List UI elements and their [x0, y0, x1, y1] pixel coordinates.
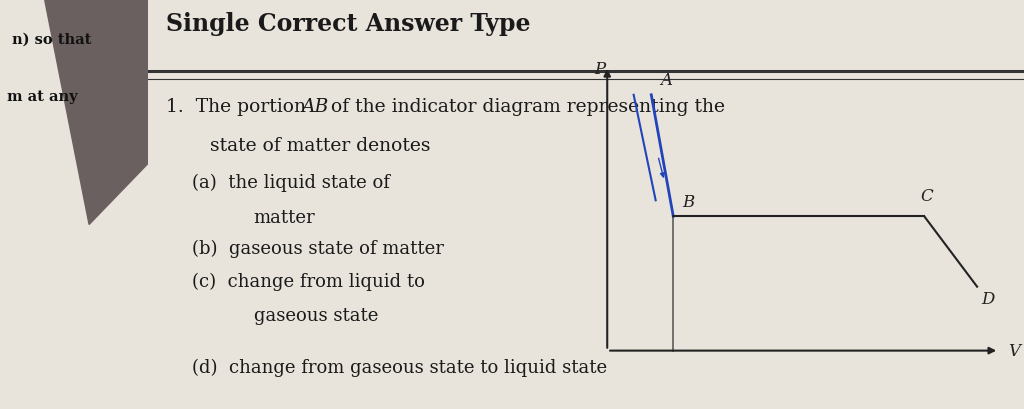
Text: Single Correct Answer Type: Single Correct Answer Type: [166, 12, 530, 36]
Text: (a)  the liquid state of: (a) the liquid state of: [193, 174, 390, 192]
Text: gaseous state: gaseous state: [254, 307, 378, 325]
Polygon shape: [45, 0, 148, 225]
Text: n) so that: n) so that: [12, 33, 91, 47]
Text: (b)  gaseous state of matter: (b) gaseous state of matter: [193, 239, 444, 258]
Text: AB: AB: [302, 98, 329, 116]
Text: (c)  change from liquid to: (c) change from liquid to: [193, 272, 425, 290]
Text: m at any: m at any: [7, 90, 78, 104]
Text: state of matter denotes: state of matter denotes: [210, 137, 430, 155]
Text: B: B: [682, 193, 694, 210]
Text: 1.  The portion: 1. The portion: [166, 98, 312, 116]
Text: P: P: [594, 61, 605, 77]
Text: (d)  change from gaseous state to liquid state: (d) change from gaseous state to liquid …: [193, 358, 607, 376]
Text: D: D: [981, 290, 995, 307]
Text: C: C: [920, 187, 933, 204]
Text: matter: matter: [254, 209, 315, 227]
Text: V: V: [1008, 342, 1020, 359]
Text: of the indicator diagram representing the: of the indicator diagram representing th…: [326, 98, 725, 116]
Text: A: A: [660, 72, 672, 89]
